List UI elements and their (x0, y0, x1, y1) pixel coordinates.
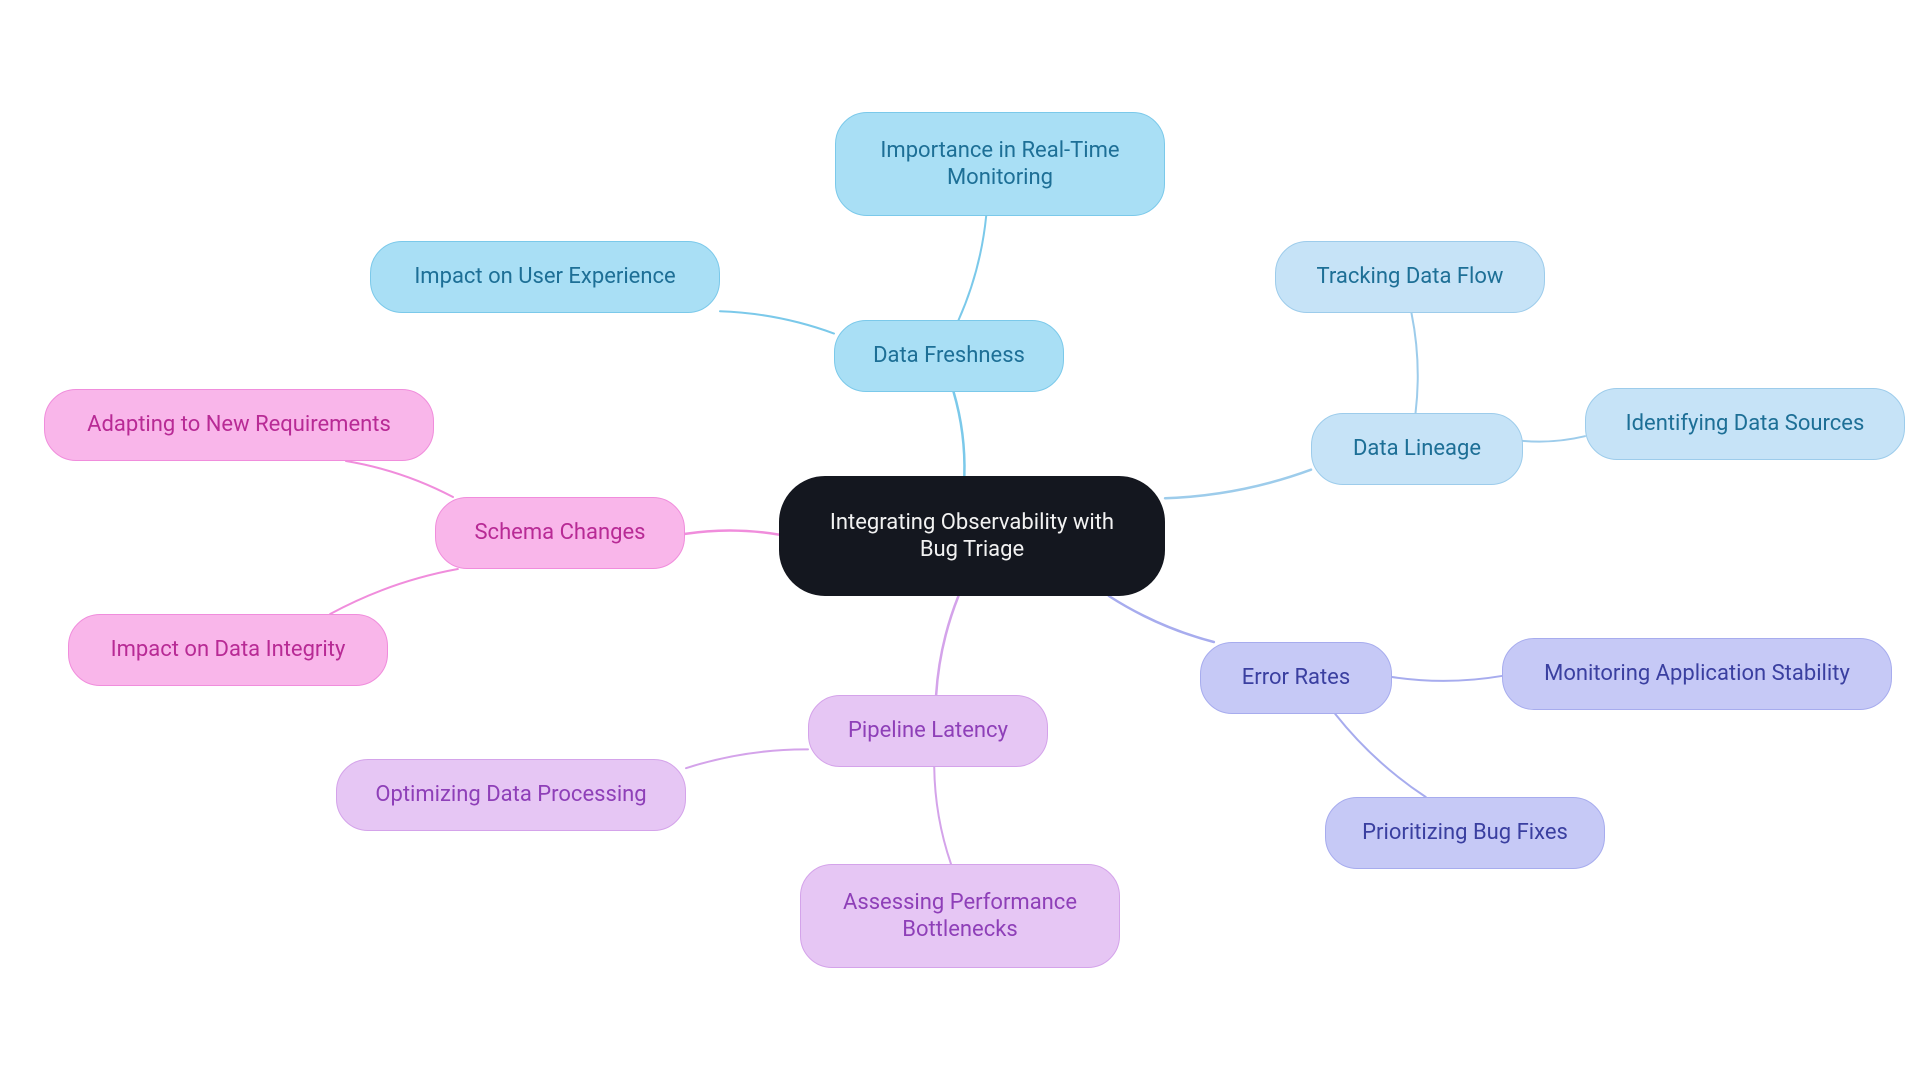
node-data-freshness: Data Freshness (834, 320, 1064, 392)
node-pl-optimizing: Optimizing Data Processing (336, 759, 686, 831)
edge-data-freshness-df-importance-rt (959, 216, 987, 320)
edge-data-lineage-dl-tracking (1411, 313, 1417, 413)
edge-data-freshness-df-impact-ux (720, 311, 834, 333)
edge-center-data-lineage (1165, 470, 1311, 499)
node-er-prioritizing: Prioritizing Bug Fixes (1325, 797, 1605, 869)
edge-center-error-rates (1109, 596, 1214, 642)
edge-pipeline-latency-pl-assessing (934, 767, 951, 864)
node-pipeline-latency: Pipeline Latency (808, 695, 1048, 767)
edge-center-pipeline-latency (936, 596, 958, 695)
node-data-lineage: Data Lineage (1311, 413, 1523, 485)
edge-error-rates-er-prioritizing (1335, 714, 1425, 797)
node-df-impact-ux: Impact on User Experience (370, 241, 720, 313)
node-center: Integrating Observability with Bug Triag… (779, 476, 1165, 596)
node-df-importance-rt: Importance in Real-Time Monitoring (835, 112, 1165, 216)
mindmap-canvas: Integrating Observability with Bug Triag… (0, 0, 1920, 1083)
node-sc-impact-integrity: Impact on Data Integrity (68, 614, 388, 686)
node-dl-identifying: Identifying Data Sources (1585, 388, 1905, 460)
edge-center-data-freshness (954, 392, 965, 476)
node-sc-adapting: Adapting to New Requirements (44, 389, 434, 461)
node-er-monitoring: Monitoring Application Stability (1502, 638, 1892, 710)
edge-schema-changes-sc-impact-integrity (330, 569, 458, 614)
node-pl-assessing: Assessing Performance Bottlenecks (800, 864, 1120, 968)
edge-error-rates-er-monitoring (1392, 676, 1502, 681)
node-dl-tracking: Tracking Data Flow (1275, 241, 1545, 313)
edge-pipeline-latency-pl-optimizing (686, 749, 808, 768)
edge-center-schema-changes (685, 530, 779, 534)
node-error-rates: Error Rates (1200, 642, 1392, 714)
edge-data-lineage-dl-identifying (1523, 436, 1585, 441)
edge-schema-changes-sc-adapting (346, 461, 453, 497)
node-schema-changes: Schema Changes (435, 497, 685, 569)
